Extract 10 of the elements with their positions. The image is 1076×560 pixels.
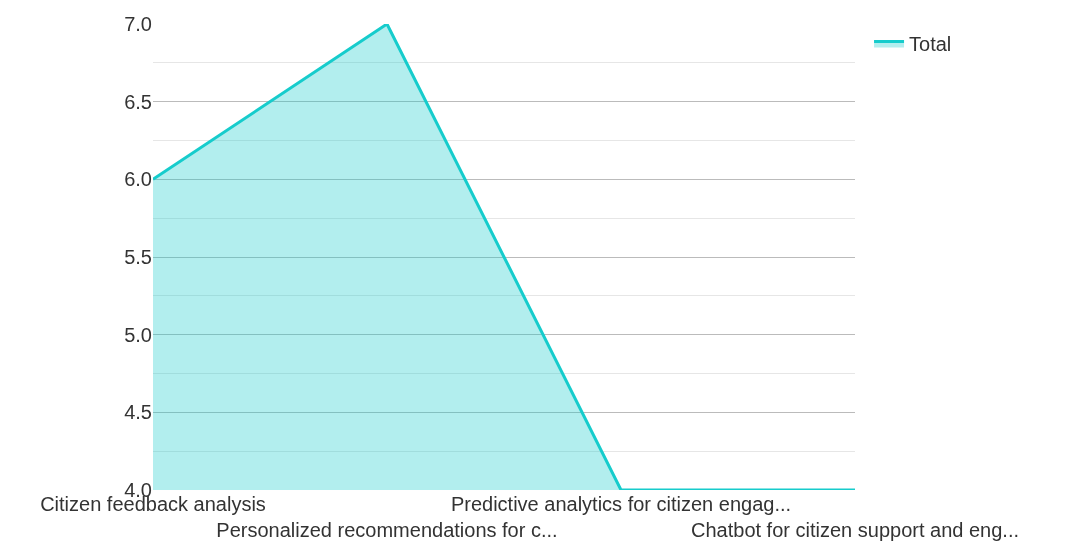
y-tick-label: 5.5 — [124, 246, 152, 268]
y-tick-label: 5.0 — [124, 323, 152, 346]
x-tick-label: Personalized recommendations for c... — [216, 519, 558, 541]
x-tick-label: Predictive analytics for citizen engag... — [450, 493, 792, 515]
legend-label: Total — [909, 33, 952, 56]
y-tick-label: 6.0 — [124, 168, 152, 191]
x-tick-label: Chatbot for citizen support and eng... — [691, 519, 1019, 541]
y-tick-label: 6.5 — [124, 90, 152, 113]
y-tick-label: 4.5 — [124, 401, 152, 424]
y-tick-label: 7.0 — [124, 13, 152, 35]
